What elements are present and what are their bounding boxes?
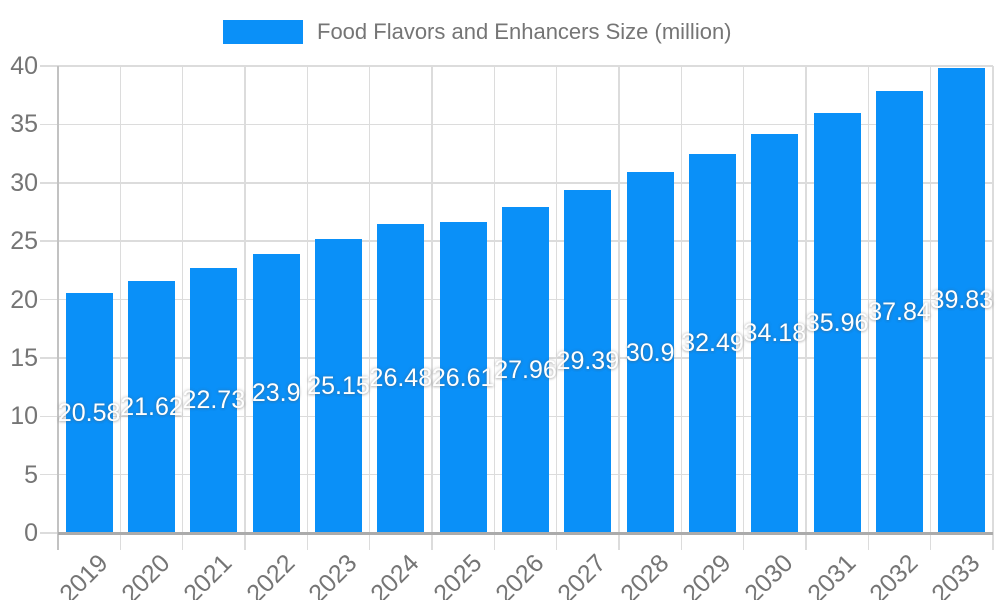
x-axis-label: 2031: [801, 549, 861, 600]
x-axis-label: 2028: [614, 549, 674, 600]
gridline-vertical: [555, 66, 558, 550]
x-axis-label: 2030: [739, 549, 799, 600]
bar-2031[interactable]: [813, 113, 861, 533]
gridline-vertical: [493, 66, 496, 550]
bar-2019[interactable]: [65, 292, 113, 533]
gridline-vertical: [867, 66, 870, 550]
x-axis-label: 2032: [864, 549, 924, 600]
y-axis-line: [57, 66, 59, 550]
bar-2024[interactable]: [377, 223, 425, 533]
gridline-vertical: [742, 66, 745, 550]
gridline-vertical: [618, 66, 620, 550]
bar-2026[interactable]: [502, 206, 549, 533]
y-axis-label: 10: [10, 402, 38, 431]
legend-label: Food Flavors and Enhancers Size (million…: [317, 19, 732, 44]
bar-2029[interactable]: [689, 153, 736, 533]
y-axis-label: 5: [24, 460, 38, 489]
y-axis-label: 15: [10, 343, 38, 372]
x-axis-label: 2027: [552, 549, 612, 600]
x-axis-label: 2021: [178, 549, 238, 600]
bar-2025[interactable]: [439, 222, 487, 533]
gridline-vertical: [244, 66, 246, 550]
bar-2023[interactable]: [315, 239, 362, 533]
gridline-vertical: [680, 66, 683, 550]
gridline-horizontal: [40, 123, 993, 126]
gridline-vertical: [805, 66, 807, 550]
y-axis-label: 35: [10, 110, 38, 139]
y-axis-tick: [40, 532, 58, 534]
x-axis-line: [58, 531, 993, 535]
x-axis-label: 2019: [53, 549, 113, 600]
bar-2020[interactable]: [128, 280, 175, 533]
gridline-horizontal: [40, 182, 993, 184]
bar-2022[interactable]: [252, 253, 300, 533]
gridline-vertical: [119, 66, 122, 550]
x-axis-label: 2022: [240, 549, 300, 600]
x-axis-label: 2023: [303, 549, 363, 600]
x-axis-label: 2033: [926, 549, 986, 600]
x-axis-label: 2029: [677, 549, 737, 600]
x-axis-label: 2024: [365, 549, 425, 600]
y-axis-label: 20: [10, 285, 38, 314]
gridline-vertical: [306, 66, 309, 550]
y-axis-label: 0: [24, 519, 38, 547]
bar-2027[interactable]: [564, 189, 612, 533]
gridline-vertical: [181, 66, 184, 550]
bar-2028[interactable]: [626, 172, 674, 533]
gridline-vertical: [992, 66, 994, 550]
chart-legend[interactable]: Food Flavors and Enhancers Size (million…: [223, 19, 732, 45]
bar-2033[interactable]: [938, 67, 986, 533]
y-axis-label: 40: [10, 52, 38, 80]
gridline-horizontal: [40, 65, 993, 67]
bar-2021[interactable]: [190, 267, 238, 533]
x-axis-label: 2026: [490, 549, 550, 600]
y-axis-label: 25: [10, 227, 38, 256]
x-axis-label: 2020: [116, 549, 176, 600]
gridline-vertical: [929, 66, 932, 550]
legend-swatch-icon: [223, 20, 303, 44]
gridline-vertical: [431, 66, 433, 550]
x-axis-label: 2025: [427, 549, 487, 600]
gridline-vertical: [368, 66, 371, 550]
bar-2032[interactable]: [876, 91, 923, 533]
y-axis-label: 30: [10, 168, 38, 197]
bar-2030[interactable]: [751, 133, 799, 533]
